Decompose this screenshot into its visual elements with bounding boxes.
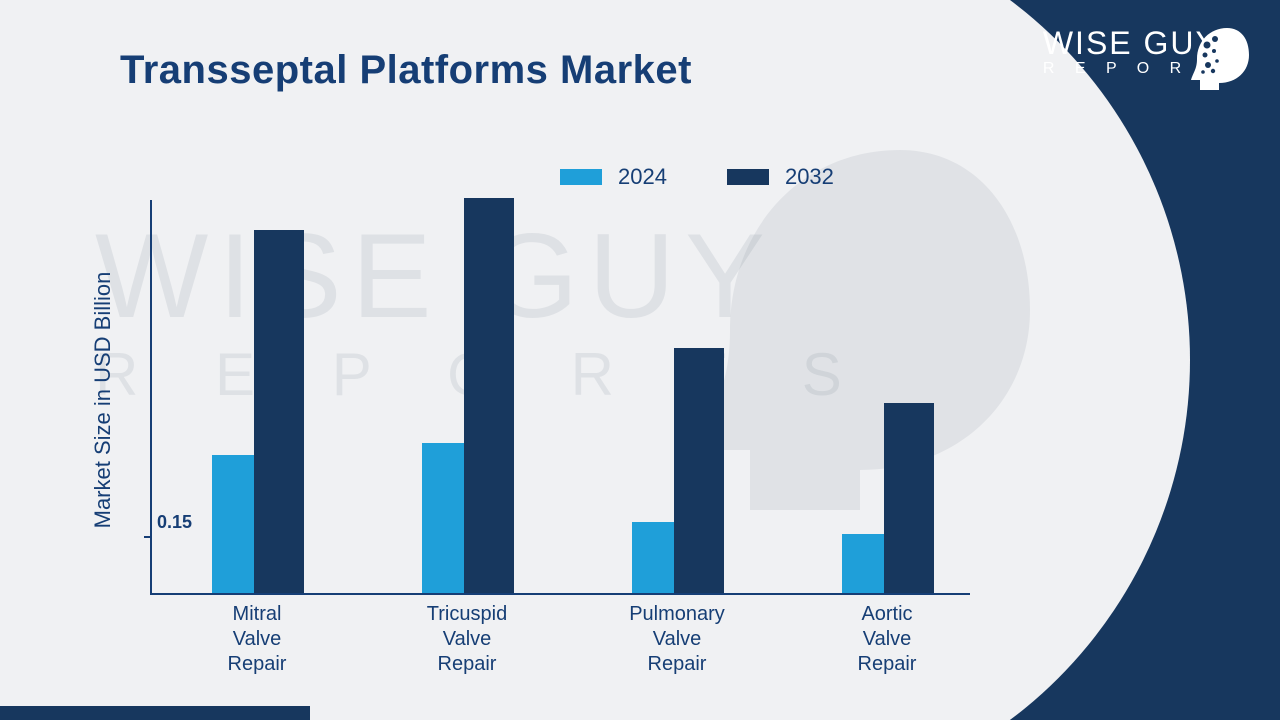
bar-chart: Market Size in USD Billion MitralValveRe… xyxy=(110,200,990,620)
page-title: Transseptal Platforms Market xyxy=(120,48,692,93)
bar-2032 xyxy=(464,198,514,593)
y-tick-label: 0.15 xyxy=(157,512,192,533)
legend-item-2032: 2032 xyxy=(727,164,834,190)
brand-logo: WISE GUY R E P O R T S xyxy=(1043,25,1250,78)
legend-label-2032: 2032 xyxy=(785,164,834,190)
legend-item-2024: 2024 xyxy=(560,164,667,190)
legend: 2024 2032 xyxy=(560,164,834,190)
bar-2032 xyxy=(884,403,934,593)
brand-head-icon xyxy=(1185,25,1255,95)
legend-label-2024: 2024 xyxy=(618,164,667,190)
legend-swatch-2032 xyxy=(727,169,769,185)
y-axis-label: Market Size in USD Billion xyxy=(90,200,116,600)
bottom-accent-bar xyxy=(0,706,310,720)
y-tick xyxy=(144,536,152,538)
category-label: AorticValveRepair xyxy=(812,602,962,677)
legend-swatch-2024 xyxy=(560,169,602,185)
plot-area: MitralValveRepairTricuspidValveRepairPul… xyxy=(150,200,970,595)
bar-2032 xyxy=(254,230,304,593)
category-label: MitralValveRepair xyxy=(182,602,332,677)
chart-page: Transseptal Platforms Market WISE GUY R … xyxy=(0,0,1280,720)
category-label: TricuspidValveRepair xyxy=(392,602,542,677)
bar-2032 xyxy=(674,348,724,593)
category-label: PulmonaryValveRepair xyxy=(602,602,752,677)
